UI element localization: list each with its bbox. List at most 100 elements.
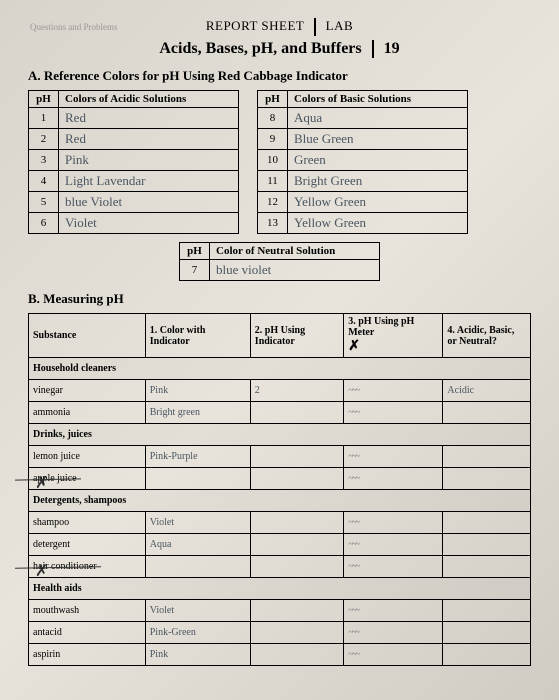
- substance-cell: ammonia: [29, 402, 146, 424]
- divider-icon: [314, 18, 316, 36]
- c2-cell: [250, 402, 343, 424]
- c4-cell: [443, 556, 531, 578]
- category-cell: Household cleaners: [29, 358, 531, 380]
- table-row: detergentAqua ~~~: [29, 534, 531, 556]
- report-sheet-label: REPORT SHEET: [206, 18, 304, 33]
- category-cell: Drinks, juices: [29, 424, 531, 446]
- table-row: 10Green: [258, 150, 468, 171]
- c4-cell: [443, 512, 531, 534]
- neutral-table-wrap: pH Color of Neutral Solution 7 blue viol…: [179, 242, 380, 281]
- experiment-title: Acids, Bases, pH, and Buffers: [159, 40, 361, 57]
- c3-cell: ~~~: [344, 402, 443, 424]
- ph-cell: 10: [258, 150, 288, 171]
- scribble: ~~~: [348, 451, 358, 462]
- color-cell: Blue Green: [288, 129, 468, 150]
- substance-cell: shampoo: [29, 512, 146, 534]
- neutral-ph-value: 7: [180, 260, 210, 281]
- c4-cell: [443, 600, 531, 622]
- c4-cell: [443, 402, 531, 424]
- color-cell: Aqua: [288, 108, 468, 129]
- neutral-colors-header: Color of Neutral Solution: [210, 243, 380, 260]
- color-cell: Light Lavendar: [59, 171, 239, 192]
- color-cell: Pink: [59, 150, 239, 171]
- substance-cell: ✗apple juice: [29, 468, 146, 490]
- ph-cell: 12: [258, 192, 288, 213]
- table-row: antacidPink-Green ~~~: [29, 622, 531, 644]
- neutral-table: pH Color of Neutral Solution 7 blue viol…: [179, 242, 380, 281]
- table-row: shampooViolet ~~~: [29, 512, 531, 534]
- ph-cell: 8: [258, 108, 288, 129]
- table-row: Drinks, juices: [29, 424, 531, 446]
- c1-cell: Aqua: [145, 534, 250, 556]
- c2-cell: [250, 468, 343, 490]
- table-row: 5blue Violet: [29, 192, 239, 213]
- color-cell: Violet: [59, 213, 239, 234]
- substance-cell: ✗hair conditioner: [29, 556, 146, 578]
- c4-cell: Acidic: [443, 380, 531, 402]
- c1-cell: Pink-Purple: [145, 446, 250, 468]
- c3-cell: ~~~: [344, 622, 443, 644]
- scribble: ~~~: [348, 605, 358, 616]
- scribble: ~~~: [348, 539, 358, 550]
- substance-cell: antacid: [29, 622, 146, 644]
- c1-cell: Pink-Green: [145, 622, 250, 644]
- c2-cell: [250, 556, 343, 578]
- substance-cell: detergent: [29, 534, 146, 556]
- table-row: 12Yellow Green: [258, 192, 468, 213]
- c1-cell: Violet: [145, 600, 250, 622]
- scribble: ~~~: [348, 649, 358, 660]
- c3-cell: ~~~: [344, 468, 443, 490]
- table-row: ammoniaBright green~~~: [29, 402, 531, 424]
- section-a-heading: A. Reference Colors for pH Using Red Cab…: [28, 68, 531, 84]
- ph-cell: 5: [29, 192, 59, 213]
- neutral-ph-header: pH: [180, 243, 210, 260]
- section-b-heading: B. Measuring pH: [28, 291, 531, 307]
- color-cell: blue Violet: [59, 192, 239, 213]
- acidic-colors-header: Colors of Acidic Solutions: [59, 91, 239, 108]
- c4-cell: [443, 446, 531, 468]
- c2-cell: [250, 534, 343, 556]
- col-substance: Substance: [29, 314, 146, 358]
- acidic-ph-header: pH: [29, 91, 59, 108]
- table-row: 8Aqua: [258, 108, 468, 129]
- c2-cell: [250, 644, 343, 666]
- table-row: 2Red: [29, 129, 239, 150]
- table-row: vinegarPink2~~~Acidic: [29, 380, 531, 402]
- substance-cell: lemon juice: [29, 446, 146, 468]
- color-cell: Yellow Green: [288, 213, 468, 234]
- table-row: 1Red: [29, 108, 239, 129]
- color-cell: Red: [59, 108, 239, 129]
- col-ph-meter-x: ✗: [348, 339, 360, 354]
- c2-cell: [250, 622, 343, 644]
- table-row: 6Violet: [29, 213, 239, 234]
- c4-cell: [443, 534, 531, 556]
- c2-cell: 2: [250, 380, 343, 402]
- c1-cell: Violet: [145, 512, 250, 534]
- scribble: ~~~: [348, 627, 358, 638]
- color-cell: Red: [59, 129, 239, 150]
- category-cell: Health aids: [29, 578, 531, 600]
- ph-cell: 9: [258, 129, 288, 150]
- table-row: 13Yellow Green: [258, 213, 468, 234]
- scribble: ~~~: [348, 407, 358, 418]
- ph-cell: 6: [29, 213, 59, 234]
- experiment-number: 19: [384, 40, 400, 57]
- c1-cell: Pink: [145, 380, 250, 402]
- table-row: 9Blue Green: [258, 129, 468, 150]
- neutral-color-value: blue violet: [210, 260, 380, 281]
- col-acidic-basic: 4. Acidic, Basic, or Neutral?: [443, 314, 531, 358]
- ph-cell: 11: [258, 171, 288, 192]
- scribble: ~~~: [348, 517, 358, 528]
- basic-table: pH Colors of Basic Solutions 8Aqua9Blue …: [257, 90, 468, 234]
- c2-cell: [250, 600, 343, 622]
- reference-tables-wrap: pH Colors of Acidic Solutions 1Red2Red3P…: [28, 90, 531, 234]
- scribble: ~~~: [348, 385, 358, 396]
- table-row: Detergents, shampoos: [29, 490, 531, 512]
- ph-cell: 3: [29, 150, 59, 171]
- substance-label: hair conditioner: [33, 561, 97, 572]
- table-row: 3Pink: [29, 150, 239, 171]
- c2-cell: [250, 446, 343, 468]
- table-row: ✗hair conditioner~~~: [29, 556, 531, 578]
- ph-cell: 2: [29, 129, 59, 150]
- c3-cell: ~~~: [344, 446, 443, 468]
